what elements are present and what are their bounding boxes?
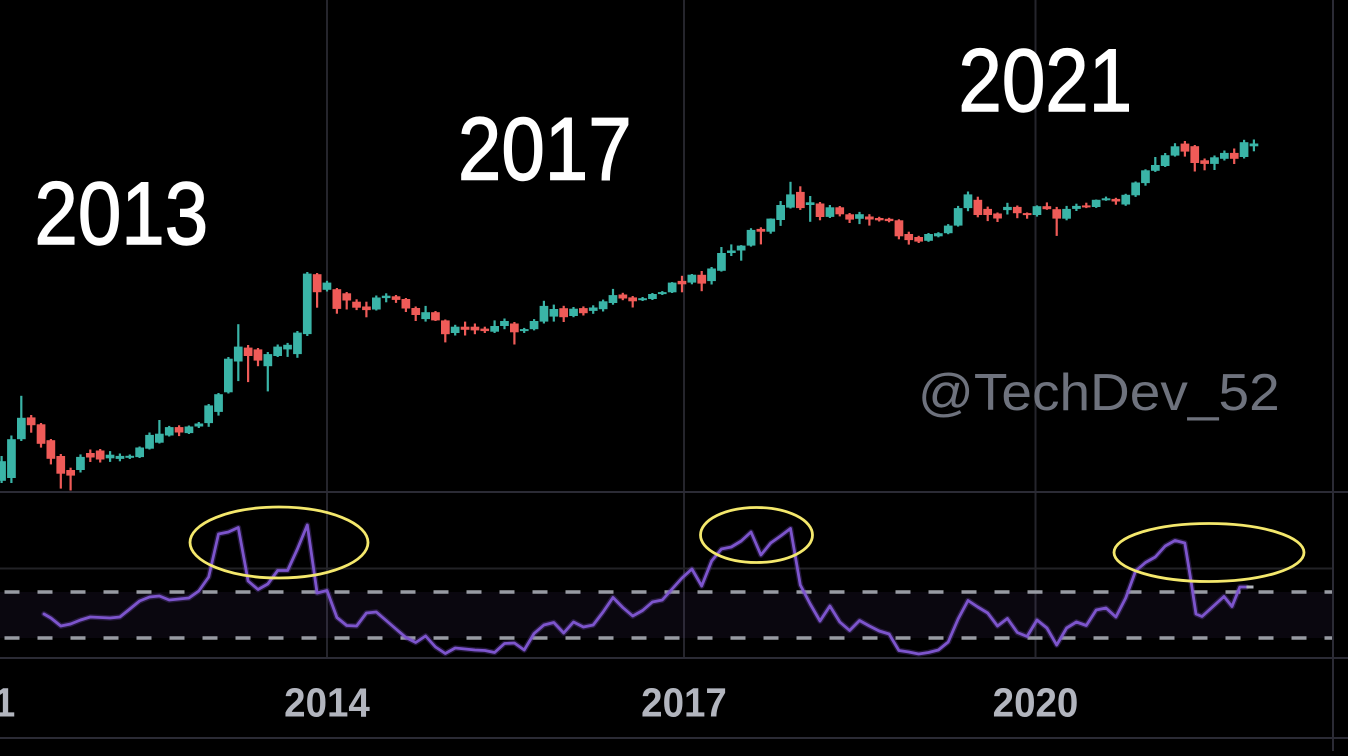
svg-text:2017: 2017 xyxy=(458,99,632,199)
svg-text:2011: 2011 xyxy=(0,680,15,725)
svg-text:2020: 2020 xyxy=(993,680,1079,725)
svg-text:2014: 2014 xyxy=(284,680,370,725)
svg-text:2013: 2013 xyxy=(34,163,208,263)
svg-text:2021: 2021 xyxy=(958,30,1132,130)
svg-text:2017: 2017 xyxy=(641,680,727,725)
svg-text:@TechDev_52: @TechDev_52 xyxy=(918,363,1280,422)
